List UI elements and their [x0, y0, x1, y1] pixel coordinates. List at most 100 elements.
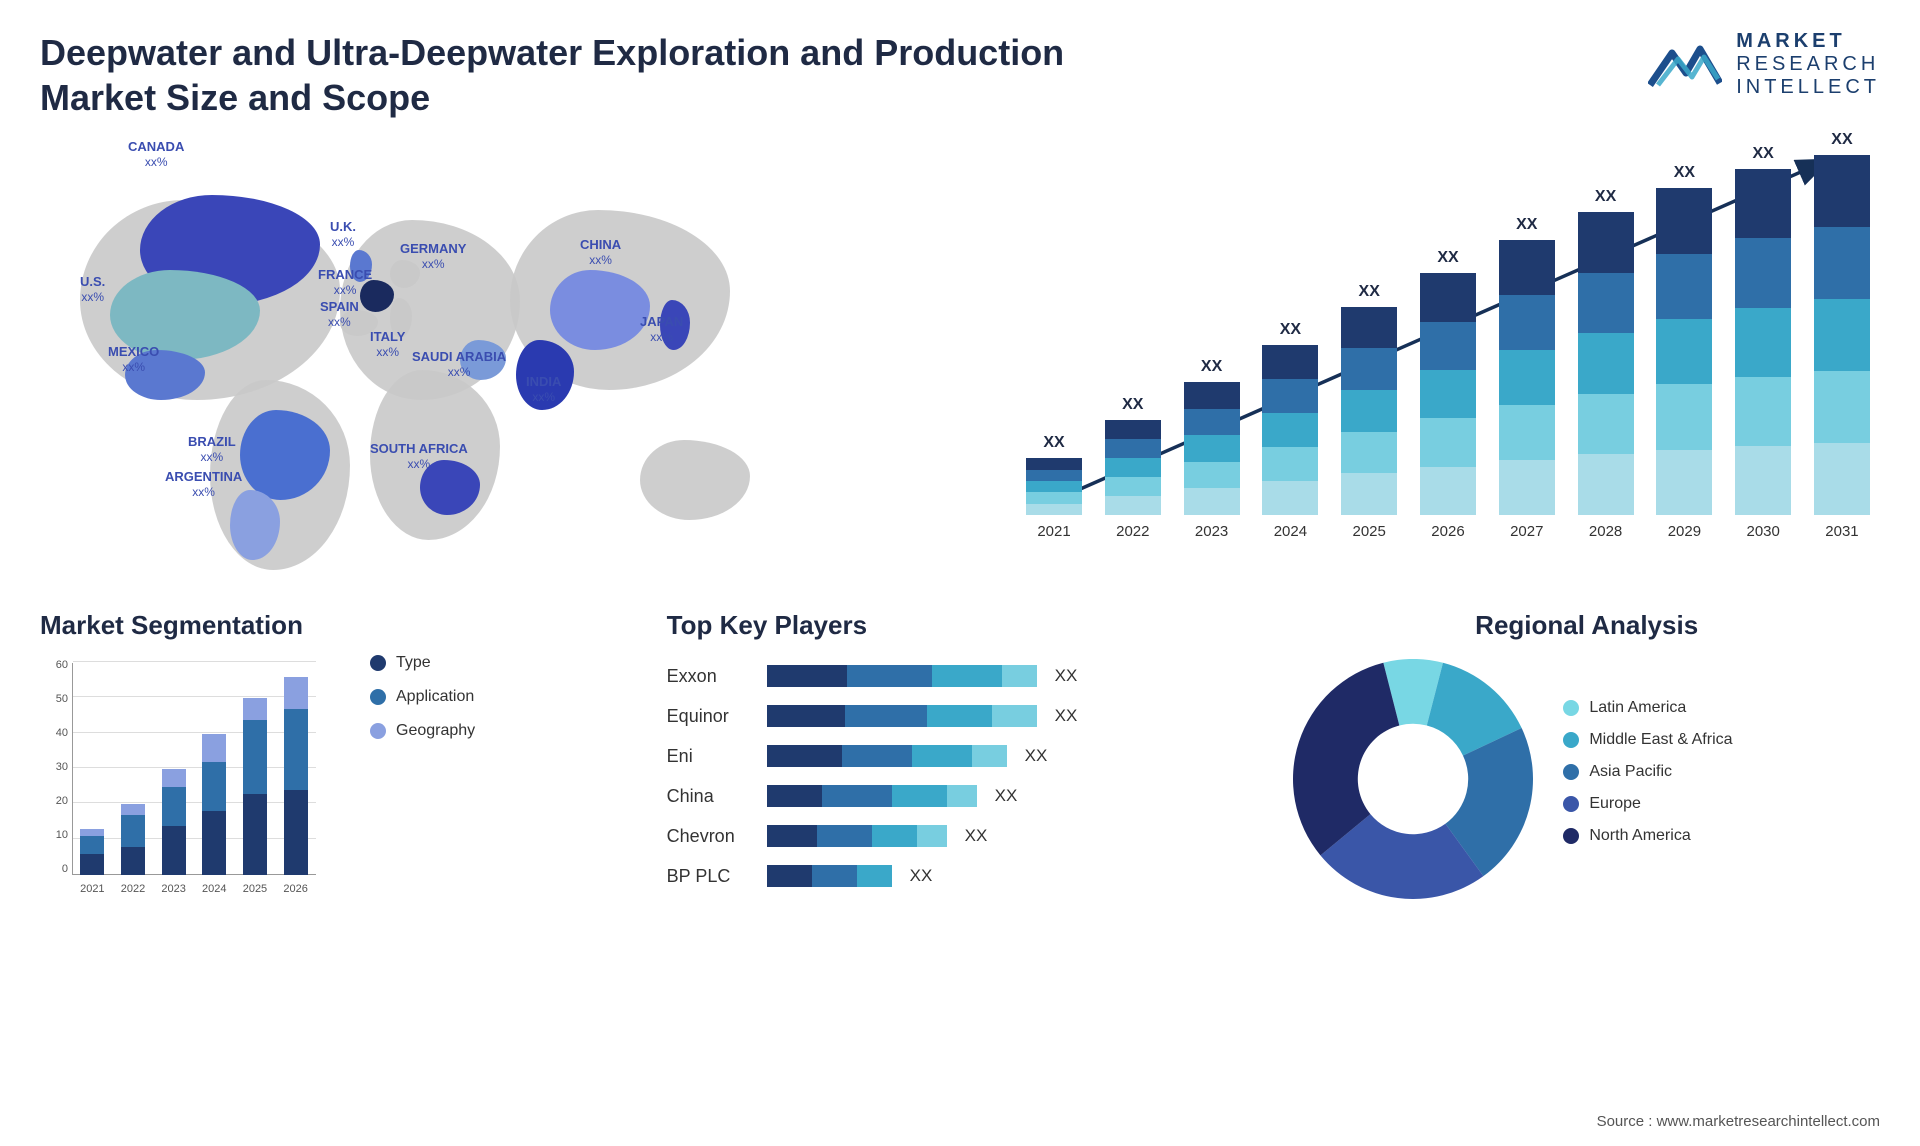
growth-bar-segment: [1499, 350, 1555, 405]
seg-segment: [162, 769, 186, 787]
seg-bar-2024: [202, 734, 226, 875]
growth-bar-segment: [1341, 432, 1397, 474]
kp-segment: [917, 825, 947, 847]
growth-bar-value: XX: [1516, 216, 1537, 234]
growth-bar-2022: XX2022: [1103, 396, 1163, 540]
kp-name: Eni: [667, 746, 767, 767]
legend-dot-icon: [1563, 764, 1579, 780]
legend-dot-icon: [370, 689, 386, 705]
growth-bar-segment: [1341, 348, 1397, 390]
growth-bar-segment: [1026, 504, 1082, 515]
growth-bar-segment: [1184, 488, 1240, 515]
map-label-u-s-: U.S.xx%: [80, 275, 105, 305]
growth-bar-segment: [1420, 418, 1476, 466]
growth-bar-segment: [1184, 382, 1240, 409]
growth-bar-year: 2028: [1589, 523, 1622, 540]
seg-segment: [80, 829, 104, 836]
seg-segment: [202, 811, 226, 875]
growth-bar-segment: [1184, 409, 1240, 436]
growth-bar-year: 2031: [1825, 523, 1858, 540]
seg-segment: [243, 698, 267, 719]
map-label-germany: GERMANYxx%: [400, 242, 466, 272]
kp-row-exxon: ExxonXX: [667, 665, 1254, 687]
key-players-chart: ExxonXXEquinorXXEniXXChinaXXChevronXXBP …: [667, 659, 1254, 887]
kp-segment: [767, 865, 812, 887]
growth-bar-segment: [1735, 238, 1791, 307]
legend-dot-icon: [1563, 700, 1579, 716]
kp-segment: [847, 665, 932, 687]
growth-bar-2026: XX2026: [1418, 249, 1478, 540]
kp-row-bp-plc: BP PLCXX: [667, 865, 1254, 887]
regional-legend: Latin AmericaMiddle East & AfricaAsia Pa…: [1563, 699, 1732, 859]
growth-bar-value: XX: [1201, 358, 1222, 376]
legend-label: Middle East & Africa: [1589, 731, 1732, 749]
map-continent: [640, 440, 750, 520]
seg-segment: [284, 790, 308, 875]
growth-bar-segment: [1262, 447, 1318, 481]
kp-name: BP PLC: [667, 866, 767, 887]
regional-panel: Regional Analysis Latin AmericaMiddle Ea…: [1293, 610, 1880, 905]
map-label-india: INDIAxx%: [526, 375, 561, 405]
seg-segment: [121, 804, 145, 815]
seg-segment: [243, 794, 267, 875]
growth-bar-segment: [1814, 371, 1870, 443]
seg-bar-2026: [284, 677, 308, 875]
legend-dot-icon: [1563, 732, 1579, 748]
seg-ytick: 60: [40, 659, 68, 671]
growth-bar-segment: [1735, 446, 1791, 515]
kp-segment: [767, 785, 822, 807]
growth-bar-segment: [1656, 188, 1712, 253]
growth-bar-segment: [1814, 227, 1870, 299]
key-players-panel: Top Key Players ExxonXXEquinorXXEniXXChi…: [667, 610, 1254, 905]
map-label-u-k-: U.K.xx%: [330, 220, 356, 250]
growth-bar-segment: [1499, 405, 1555, 460]
growth-bar-segment: [1578, 273, 1634, 334]
growth-bar-year: 2025: [1353, 523, 1386, 540]
seg-bar-2025: [243, 698, 267, 875]
kp-segment: [767, 705, 845, 727]
kp-segment: [972, 745, 1007, 767]
seg-segment: [284, 709, 308, 790]
growth-bar-segment: [1656, 254, 1712, 319]
growth-bar-year: 2026: [1431, 523, 1464, 540]
logo-line1: MARKET: [1736, 30, 1880, 53]
growth-bar-segment: [1105, 496, 1161, 515]
regional-donut-chart: [1293, 659, 1533, 899]
kp-name: Chevron: [667, 826, 767, 847]
growth-bar-2031: XX2031: [1812, 131, 1872, 540]
map-label-china: CHINAxx%: [580, 238, 621, 268]
legend-label: Application: [396, 688, 474, 706]
kp-segment: [767, 825, 817, 847]
growth-bar-2030: XX2030: [1733, 145, 1793, 540]
map-label-canada: CANADAxx%: [128, 140, 184, 170]
kp-row-equinor: EquinorXX: [667, 705, 1254, 727]
legend-dot-icon: [1563, 796, 1579, 812]
legend-label: Type: [396, 654, 431, 672]
kp-segment: [845, 705, 927, 727]
growth-bar-segment: [1026, 458, 1082, 469]
growth-bar-value: XX: [1122, 396, 1143, 414]
growth-bar-segment: [1105, 439, 1161, 458]
growth-bar-year: 2030: [1746, 523, 1779, 540]
growth-bar-segment: [1656, 319, 1712, 384]
kp-name: Equinor: [667, 706, 767, 727]
growth-bar-segment: [1735, 169, 1791, 238]
map-label-spain: SPAINxx%: [320, 300, 359, 330]
seg-ytick: 20: [40, 795, 68, 807]
growth-bar-segment: [1262, 481, 1318, 515]
kp-bar: [767, 785, 977, 807]
regional-title: Regional Analysis: [1293, 610, 1880, 641]
kp-value: XX: [995, 786, 1018, 806]
segmentation-panel: Market Segmentation 6050403020100 202120…: [40, 610, 627, 905]
seg-legend-item: Type: [370, 654, 475, 672]
kp-segment: [857, 865, 892, 887]
seg-xtick: 2024: [202, 883, 226, 895]
seg-bar-2023: [162, 769, 186, 875]
kp-segment: [767, 665, 847, 687]
kp-row-china: ChinaXX: [667, 785, 1254, 807]
growth-bar-segment: [1026, 492, 1082, 503]
growth-bar-segment: [1105, 420, 1161, 439]
growth-bar-value: XX: [1280, 321, 1301, 339]
seg-xtick: 2025: [243, 883, 267, 895]
growth-bar-segment: [1026, 481, 1082, 492]
